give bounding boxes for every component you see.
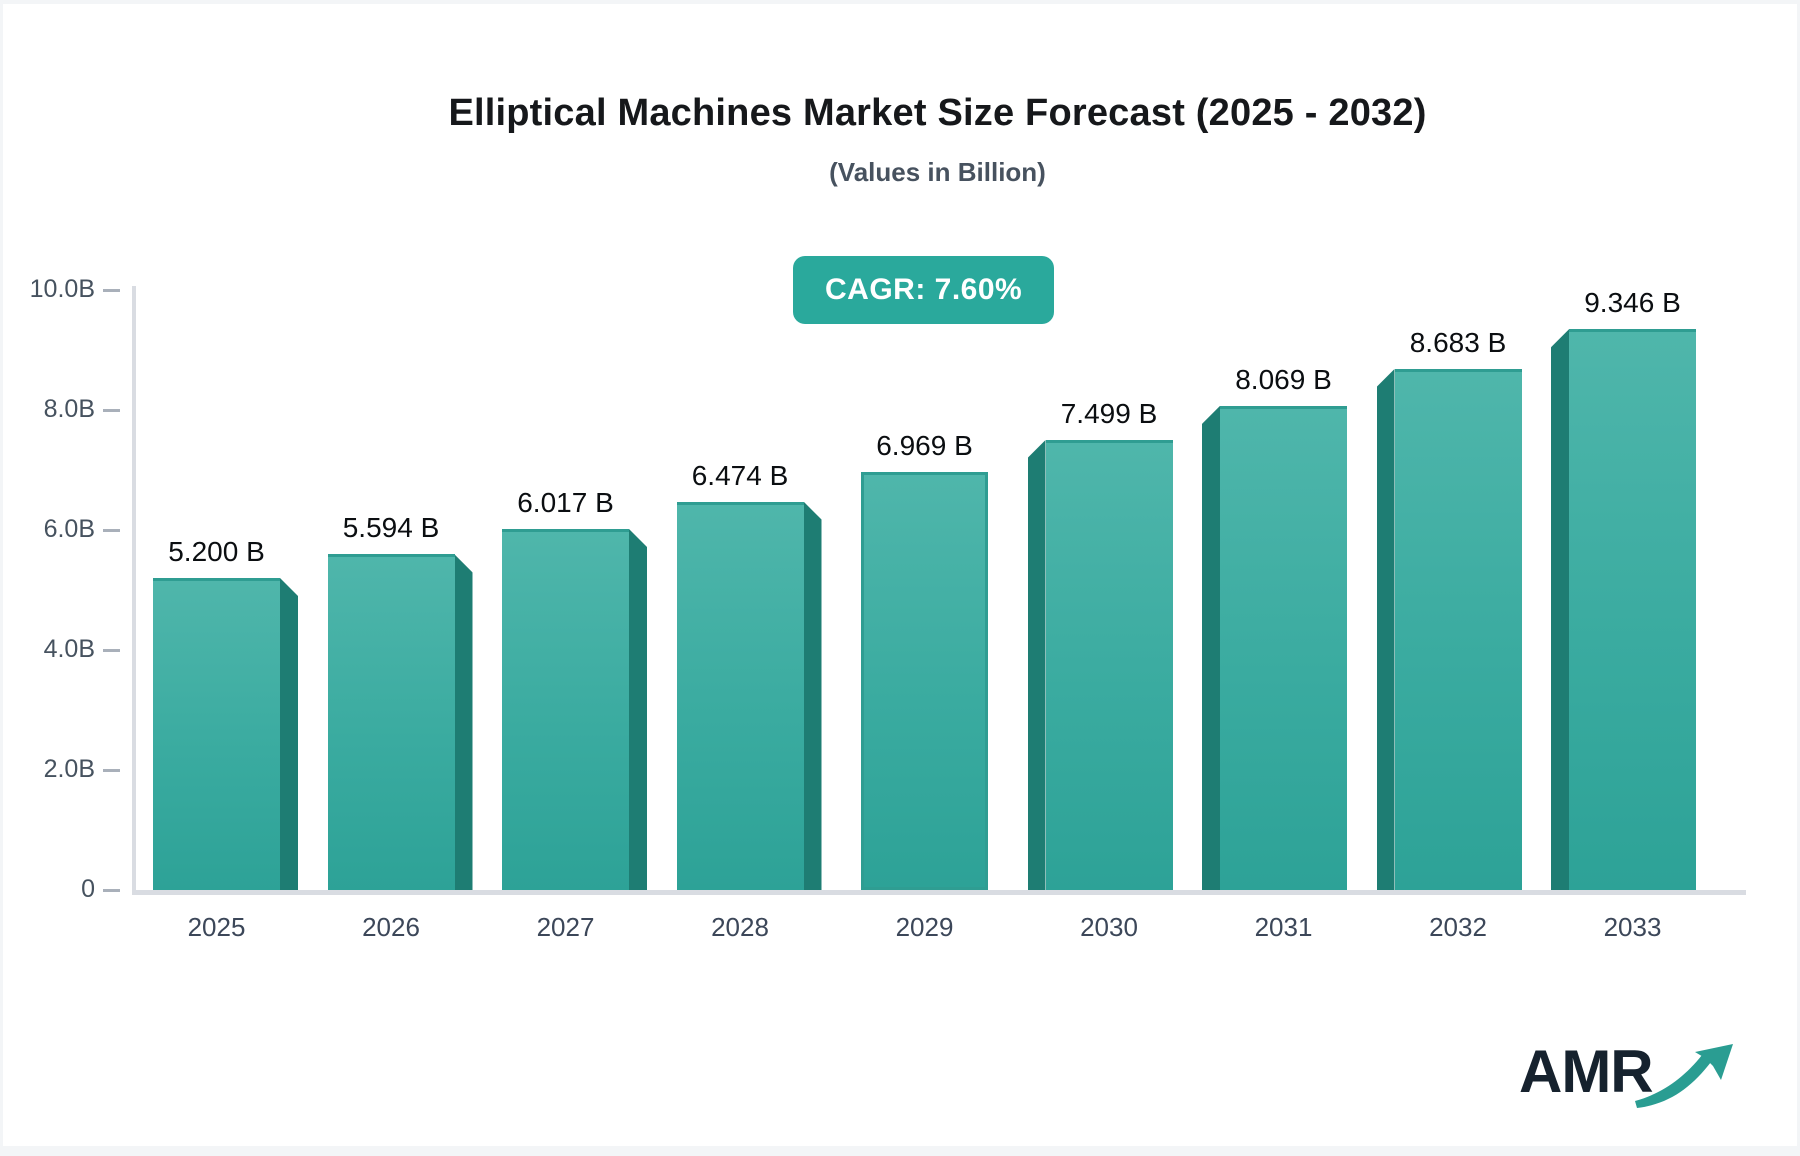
bar-2032 [1394,369,1522,890]
x-axis-label: 2033 [1603,912,1662,942]
bar-side-2028 [803,501,822,890]
y-axis-label: 6.0B [43,515,95,543]
y-axis-label: 8.0B [43,395,95,423]
amr-arrowhead-icon [1695,1044,1733,1080]
chart-title: Elliptical Machines Market Size Forecast… [448,92,1427,134]
bar-side-2027 [629,528,647,890]
bar-value-label: 8.069 B [1235,363,1332,395]
y-axis-tick [103,288,120,292]
bar-2028 [676,501,804,890]
y-axis-tick [103,528,120,532]
y-axis-label: 0 [81,875,95,903]
bar-side-2025 [280,578,298,890]
chart-header: Elliptical Machines Market Size Forecast… [78,92,1797,188]
bar-value-label: 6.969 B [876,429,973,461]
bar-value-label: 8.683 B [1409,327,1507,359]
cagr-badge: CAGR: 7.60% [793,256,1055,324]
bar-value-label: 5.200 B [168,536,265,567]
bar-2033 [1569,329,1696,890]
x-axis-label: 2030 [1080,912,1138,942]
bar-value-label: 7.499 B [1060,398,1158,430]
bar-side-2031 [1202,405,1220,890]
y-axis-tick [103,648,120,652]
amr-arrow-icon [1635,1055,1711,1108]
bar-value-label: 9.346 B [1584,287,1681,319]
bar-2027 [502,528,629,890]
bar-side-2030 [1027,440,1046,890]
x-axis-label: 2032 [1429,912,1487,942]
chart-subtitle: (Values in Billion) [829,157,1046,187]
bar-side-2032 [1376,369,1395,890]
y-axis-label: 2.0B [43,755,95,783]
amr-logo-text: AMR [1519,1038,1653,1105]
x-axis-label: 2027 [536,912,595,942]
x-axis-label: 2025 [187,912,246,942]
bar-2026 [327,554,455,890]
y-axis-tick [103,408,120,412]
x-axis-label: 2029 [895,912,954,942]
bar-side-2033 [1551,329,1569,890]
bar-2025 [153,578,280,890]
x-axis-label: 2028 [711,912,769,942]
x-axis-label: 2026 [362,912,420,942]
bar-value-label: 6.017 B [517,486,614,518]
y-axis-label: 4.0B [43,635,95,663]
y-axis-label: 10.0B [29,275,95,303]
y-axis-line [132,286,136,895]
y-axis-tick [103,888,120,892]
amr-logo: AMR [1519,1038,1733,1108]
bar-value-label: 6.474 B [691,459,789,491]
bar-2031 [1220,405,1347,890]
bar-chart: 0 2.0B 4.0B 6.0B 8.0B 10.0B 5.200 B 2025 5.594 B… [3,4,1797,1146]
x-axis-label: 2031 [1254,912,1313,942]
y-axis-tick [103,768,120,772]
bar-side-2026 [454,554,473,890]
bar-2030 [1045,440,1173,890]
chart-card: Elliptical Machines Market Size Forecast… [3,4,1797,1146]
x-axis-line [132,890,1746,895]
bar-value-label: 5.594 B [342,512,440,544]
bar-2029 [861,471,988,890]
